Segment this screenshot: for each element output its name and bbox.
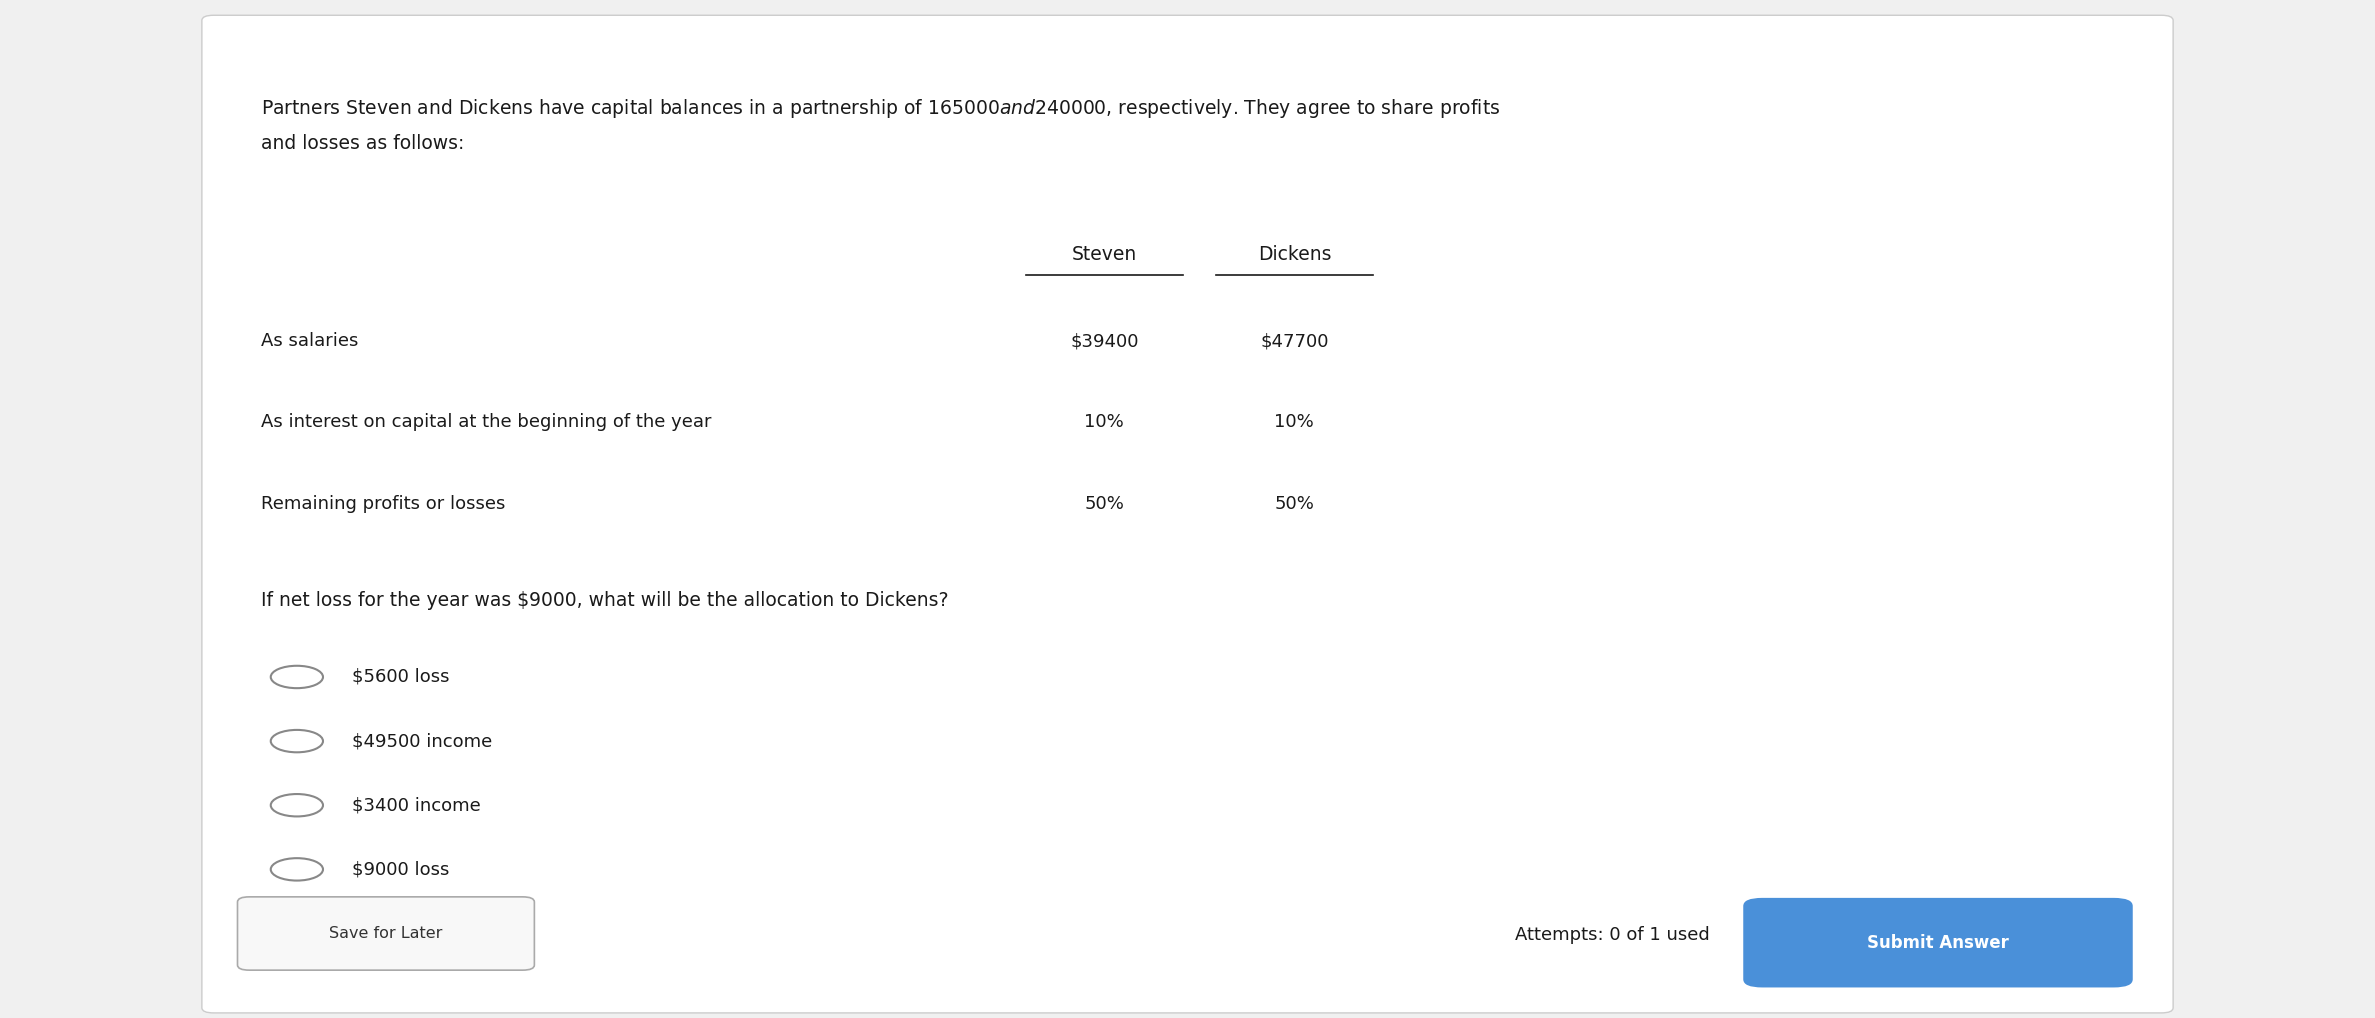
- FancyBboxPatch shape: [238, 897, 534, 970]
- Text: Save for Later: Save for Later: [330, 926, 442, 941]
- Text: 10%: 10%: [1085, 413, 1123, 432]
- Text: $3400 income: $3400 income: [352, 796, 480, 814]
- Text: Dickens: Dickens: [1259, 245, 1330, 264]
- Text: As salaries: As salaries: [261, 332, 359, 350]
- FancyBboxPatch shape: [202, 15, 2173, 1013]
- Text: $47700: $47700: [1261, 332, 1328, 350]
- Text: $5600 loss: $5600 loss: [352, 668, 449, 686]
- Text: Remaining profits or losses: Remaining profits or losses: [261, 495, 506, 513]
- Text: If net loss for the year was $9000, what will be the allocation to Dickens?: If net loss for the year was $9000, what…: [261, 591, 948, 610]
- Text: 10%: 10%: [1275, 413, 1313, 432]
- Text: 50%: 50%: [1085, 495, 1123, 513]
- Text: $39400: $39400: [1071, 332, 1138, 350]
- Text: $49500 income: $49500 income: [352, 732, 492, 750]
- FancyBboxPatch shape: [1743, 898, 2133, 987]
- Text: Steven: Steven: [1071, 245, 1138, 264]
- Text: Attempts: 0 of 1 used: Attempts: 0 of 1 used: [1515, 925, 1710, 944]
- Text: Submit Answer: Submit Answer: [1867, 934, 2009, 952]
- Text: As interest on capital at the beginning of the year: As interest on capital at the beginning …: [261, 413, 712, 432]
- Text: and losses as follows:: and losses as follows:: [261, 134, 466, 154]
- Text: $9000 loss: $9000 loss: [352, 860, 449, 879]
- Text: Partners Steven and Dickens have capital balances in a partnership of $165000 an: Partners Steven and Dickens have capital…: [261, 97, 1501, 120]
- Text: 50%: 50%: [1275, 495, 1313, 513]
